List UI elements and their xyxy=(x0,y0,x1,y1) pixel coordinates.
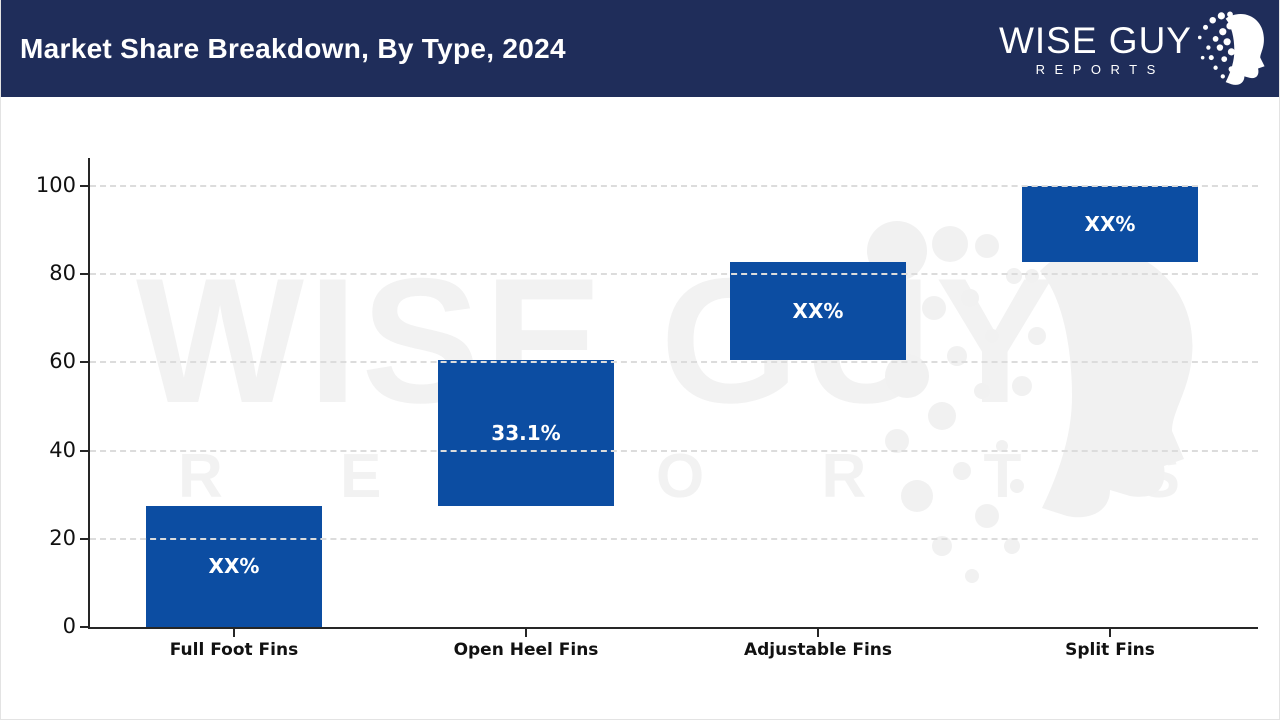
bar-value-label: XX% xyxy=(208,554,260,579)
bar-segment xyxy=(1022,186,1198,263)
bar-segment xyxy=(730,262,906,360)
y-tick-label: 80 xyxy=(49,261,76,286)
watermark-subtitle: R E P O R T S xyxy=(178,442,1230,511)
y-tick-label: 0 xyxy=(62,614,76,638)
bar-value-label: XX% xyxy=(792,299,844,324)
gridline xyxy=(90,361,1258,364)
page-title: Market Share Breakdown, By Type, 2024 xyxy=(20,32,566,64)
y-tick-label: 60 xyxy=(49,349,76,374)
x-category-label: Split Fins xyxy=(1065,640,1155,660)
x-tick-mark xyxy=(1109,629,1111,637)
x-tick-mark xyxy=(233,629,235,637)
y-tick-label: 100 xyxy=(35,173,76,197)
gridline xyxy=(90,449,1258,452)
y-tick-mark xyxy=(80,626,88,628)
y-tick-mark xyxy=(80,185,88,187)
bar-value-label: 33.1% xyxy=(491,420,561,445)
wise-guy-reports-logo: WISE GUY REPORTS xyxy=(999,9,1266,89)
gridline xyxy=(90,537,1258,540)
y-tick-label: 20 xyxy=(49,525,76,550)
bar-value-label: XX% xyxy=(1084,212,1136,237)
y-tick-mark xyxy=(80,361,88,364)
gridline xyxy=(90,185,1258,187)
y-tick-mark xyxy=(80,449,88,452)
logo-face-icon xyxy=(1197,11,1265,85)
y-tick-mark xyxy=(80,273,88,276)
logo-text: WISE GUY REPORTS xyxy=(999,22,1192,76)
x-category-label: Full Foot Fins xyxy=(169,640,299,660)
bar-segment xyxy=(438,359,614,506)
header-bar: Market Share Breakdown, By Type, 2024 WI… xyxy=(0,0,1280,97)
x-category-label: Adjustable Fins xyxy=(743,640,893,660)
logo-wordmark: WISE GUY xyxy=(998,19,1192,61)
x-category-label: Open Heel Fins xyxy=(453,640,599,660)
x-tick-mark xyxy=(525,629,527,637)
bar-segment xyxy=(146,505,322,627)
y-tick-mark xyxy=(80,537,88,540)
x-tick-mark xyxy=(817,629,819,637)
logo-subtitle: REPORTS xyxy=(1035,61,1165,77)
y-axis-line xyxy=(88,158,90,629)
gridline xyxy=(90,273,1258,276)
x-axis-line xyxy=(88,627,1258,629)
y-tick-label: 40 xyxy=(49,437,76,462)
